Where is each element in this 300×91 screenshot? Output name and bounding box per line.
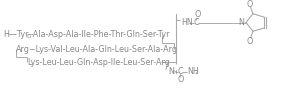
Text: HN: HN (181, 18, 193, 27)
Text: O: O (194, 10, 201, 19)
Text: Arg−Lys-Val-Leu-Ala-Gln-Leu-Ser-Ala-Arg: Arg−Lys-Val-Leu-Ala-Gln-Leu-Ser-Ala-Arg (16, 45, 178, 54)
Text: 2: 2 (194, 70, 198, 75)
Text: D: D (26, 34, 31, 39)
Text: O: O (178, 75, 184, 84)
Text: C: C (194, 18, 200, 27)
Text: O: O (246, 36, 253, 46)
Text: C: C (178, 67, 184, 76)
Text: N: N (238, 18, 244, 27)
Text: Lys-Leu-Leu-Gln-Asp-Ile-Leu-Ser-Arg: Lys-Leu-Leu-Gln-Asp-Ile-Leu-Ser-Arg (27, 58, 170, 67)
Text: H: H (172, 70, 176, 75)
Text: H—Tyr-: H—Tyr- (3, 30, 31, 39)
Text: -Ala-Asp-Ala-Ile-Phe-Thr-Gln-Ser-Tyr: -Ala-Asp-Ala-Ile-Phe-Thr-Gln-Ser-Tyr (31, 30, 170, 39)
Text: NH: NH (187, 67, 199, 76)
Text: N: N (168, 67, 174, 76)
Text: O: O (246, 0, 253, 9)
